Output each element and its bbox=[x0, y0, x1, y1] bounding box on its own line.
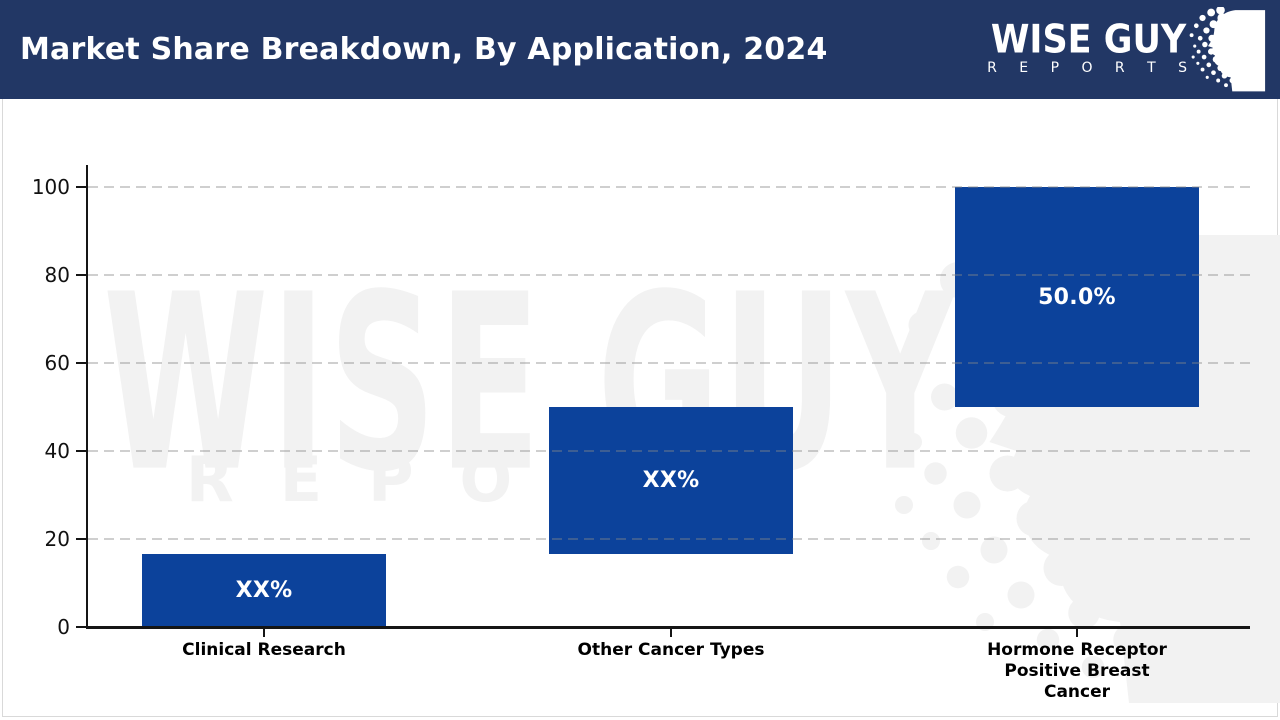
y-axis-spine bbox=[86, 165, 88, 629]
y-tick-label: 80 bbox=[44, 263, 70, 287]
y-tick-mark bbox=[76, 186, 86, 188]
y-tick-mark bbox=[76, 538, 86, 540]
y-gridline bbox=[88, 186, 1250, 188]
y-gridline bbox=[88, 274, 1250, 276]
y-gridline bbox=[88, 450, 1250, 452]
y-tick-label: 100 bbox=[31, 175, 70, 199]
x-axis-spine bbox=[86, 626, 1250, 629]
x-axis-category-label: Hormone Receptor Positive Breast Cancer bbox=[987, 640, 1167, 702]
x-tick-mark bbox=[670, 629, 672, 637]
wiseguy-logo: WISE GUY R E P O R T S bbox=[981, 6, 1280, 93]
y-gridline bbox=[88, 538, 1250, 540]
y-tick-mark bbox=[76, 450, 86, 452]
y-tick-mark bbox=[76, 626, 86, 628]
bar-value-label: XX% bbox=[235, 577, 293, 603]
x-axis-category-label: Other Cancer Types bbox=[577, 640, 765, 660]
x-tick-mark bbox=[1076, 629, 1078, 637]
logo-text: WISE GUY R E P O R T S bbox=[981, 17, 1196, 76]
y-tick-label: 0 bbox=[57, 615, 70, 639]
bar-3: 50.0% bbox=[955, 187, 1199, 407]
bar-value-label: 50.0% bbox=[1038, 284, 1116, 310]
logo-wiseguy-text: WISE GUY bbox=[990, 17, 1187, 63]
x-tick-mark bbox=[263, 629, 265, 637]
bar-1: XX% bbox=[142, 553, 386, 627]
y-tick-label: 40 bbox=[44, 439, 70, 463]
bar-value-label: XX% bbox=[642, 467, 700, 493]
logo-face-icon bbox=[1189, 6, 1266, 91]
page-title: Market Share Breakdown, By Application, … bbox=[20, 32, 828, 67]
x-axis-category-label: Clinical Research bbox=[182, 640, 346, 660]
y-tick-mark bbox=[76, 274, 86, 276]
header-bar: Market Share Breakdown, By Application, … bbox=[0, 0, 1280, 99]
y-tick-mark bbox=[76, 362, 86, 364]
y-gridline bbox=[88, 362, 1250, 364]
y-tick-label: 20 bbox=[44, 527, 70, 551]
bar-2: XX% bbox=[549, 407, 793, 554]
logo-reports-text: R E P O R T S bbox=[987, 60, 1196, 76]
y-tick-label: 60 bbox=[44, 351, 70, 375]
